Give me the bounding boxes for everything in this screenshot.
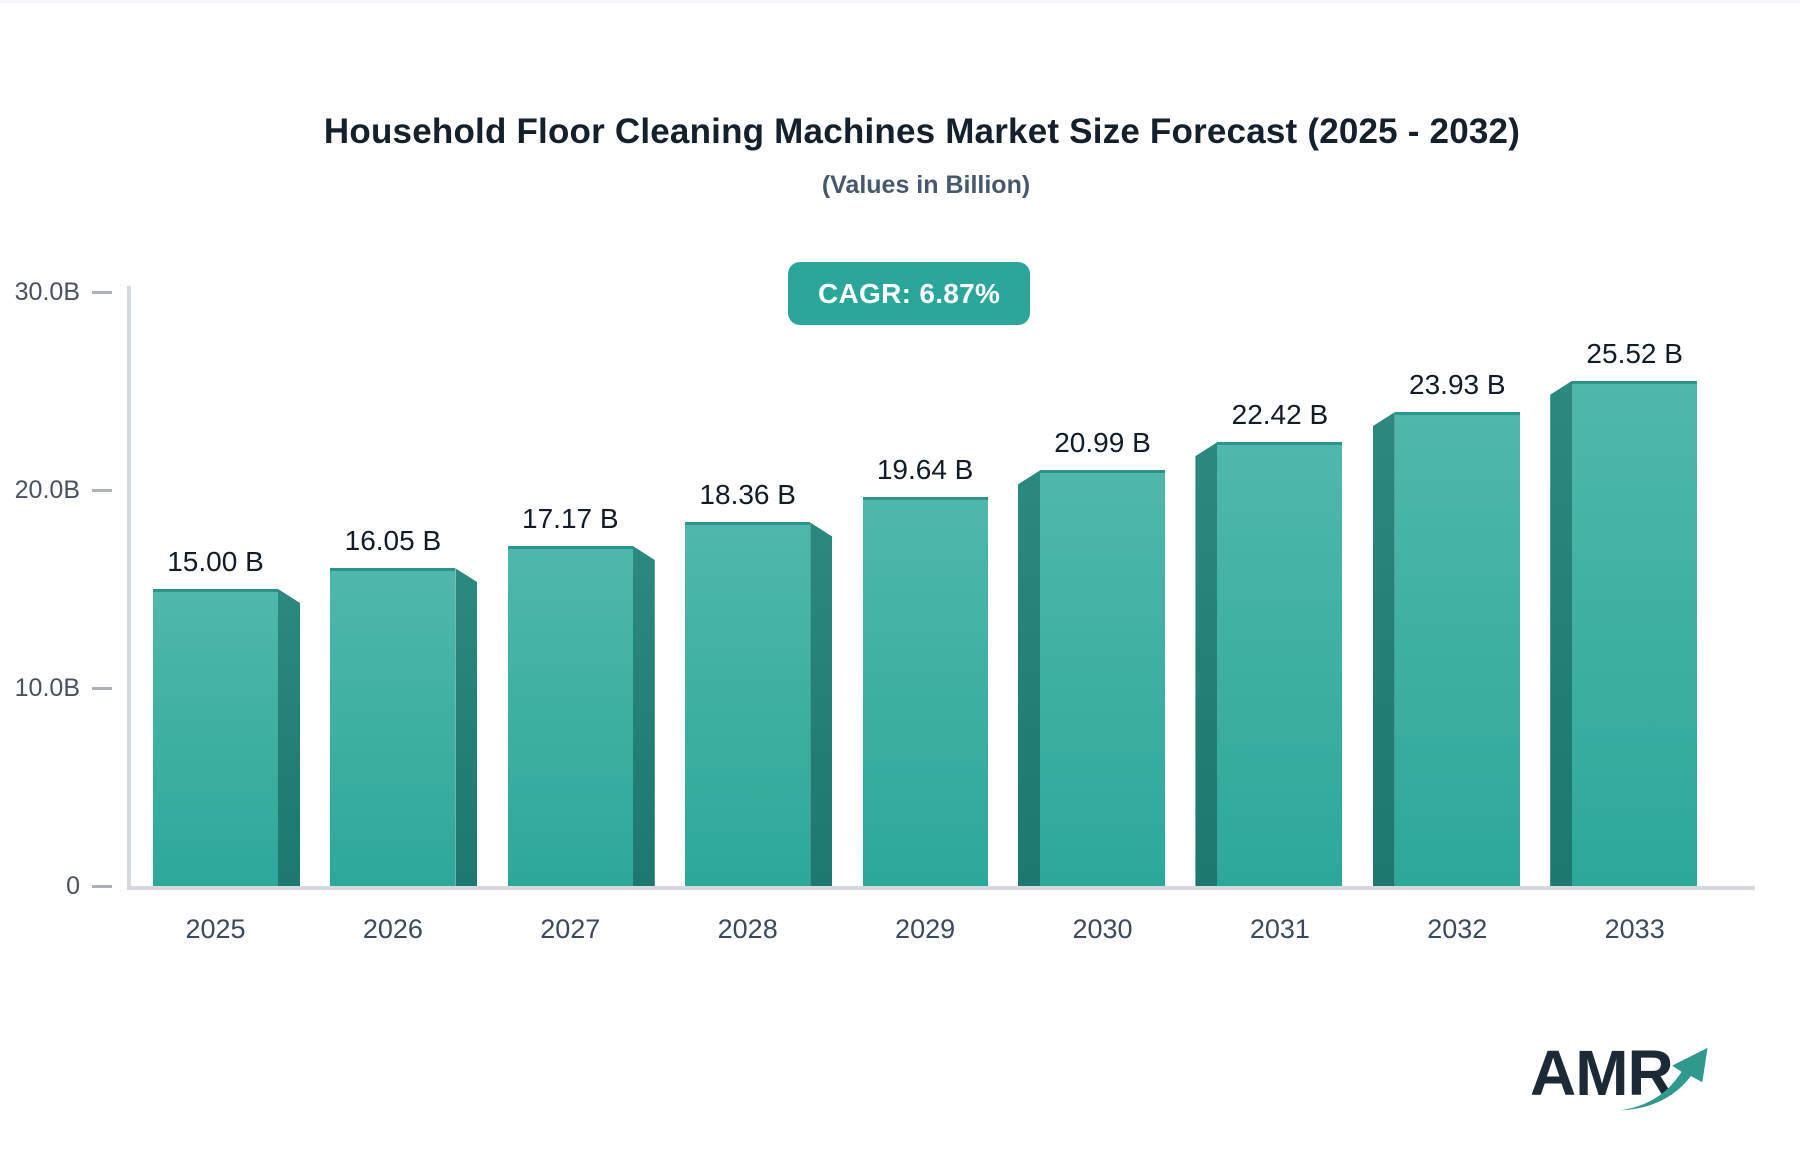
bar-2030 [1018,470,1165,886]
y-axis-line [127,286,131,888]
bar-value-label-2027: 17.17 B [522,503,619,535]
bar-value-label-2030: 20.99 B [1054,427,1151,459]
y-axis-tick [92,290,112,294]
bar-side-2025 [278,589,300,886]
bar-face-2029 [862,497,988,886]
bar-side-2031 [1195,442,1218,886]
bar-value-label-2032: 23.93 B [1409,369,1506,401]
bar-side-2033 [1550,380,1573,886]
bar-value-label-2033: 25.52 B [1586,337,1683,369]
bar-2025 [153,589,300,886]
x-axis-label-2025: 2025 [185,914,246,944]
chart-title: Household Floor Cleaning Machines Market… [323,112,1521,151]
y-axis-label-0: 30.0B [14,278,80,306]
x-axis-label-2027: 2027 [540,914,601,944]
bar-face-2025 [153,589,278,886]
bar-2029 [862,497,988,886]
y-axis-tick [92,488,112,492]
bar-face-2026 [330,568,456,886]
bar-value-label-2028: 18.36 B [699,479,796,511]
bar-value-label-2025: 15.00 B [167,546,264,577]
y-axis-tick [92,884,112,888]
y-axis-tick [92,686,112,690]
x-axis-label-2033: 2033 [1604,914,1665,944]
amr-logo: AMR [1530,1040,1740,1130]
bar-2027 [507,546,655,886]
bar-face-2028 [685,522,811,886]
x-axis-label-2030: 2030 [1072,914,1133,944]
x-axis-label-2026: 2026 [362,914,423,944]
x-axis-label-2028: 2028 [717,914,778,944]
x-axis-line [127,886,1755,890]
bar-2028 [685,522,833,886]
growth-arrow-icon [1620,1047,1708,1111]
x-axis-label-2029: 2029 [895,914,956,944]
amr-logo-text: AMR [1530,1037,1674,1109]
cagr-badge: CAGR: 6.87% [788,262,1031,325]
chart-subtitle: (Values in Billion) [821,171,1031,199]
bar-2032 [1372,412,1520,886]
bar-face-2031 [1217,442,1343,886]
bar-face-2027 [507,546,633,886]
bar-2031 [1195,442,1343,886]
bar-value-label-2029: 19.64 B [876,454,974,486]
bar-2033 [1550,380,1698,886]
x-axis-label-2032: 2032 [1427,914,1488,944]
bar-side-2026 [455,568,478,886]
y-axis-label-3: 0 [66,872,80,900]
bar-side-2030 [1018,470,1040,886]
x-axis-label-2031: 2031 [1249,914,1310,944]
y-axis-label-1: 20.0B [14,476,80,504]
cagr-badge-label: CAGR: 6.87% [818,277,1001,309]
bar-face-2030 [1040,470,1165,886]
bar-side-2027 [632,546,655,886]
bar-face-2033 [1572,380,1698,886]
bar-2026 [330,568,478,886]
page-top-edge [0,0,1800,3]
bar-value-label-2031: 22.42 B [1231,399,1329,431]
bar-side-2032 [1372,412,1395,886]
bar-side-2028 [810,522,833,886]
bar-value-label-2026: 16.05 B [344,525,442,557]
bar-face-2032 [1394,412,1520,886]
y-axis-label-2: 10.0B [14,674,80,702]
